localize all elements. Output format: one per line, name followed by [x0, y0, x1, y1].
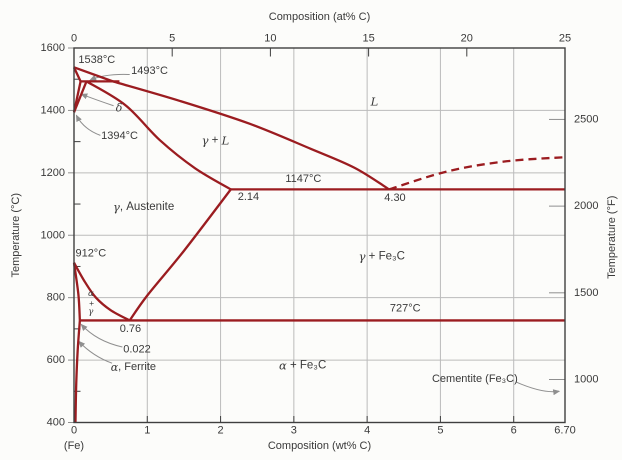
- tick-label-top-5: 5: [169, 33, 175, 45]
- tick-label-bottom-4: 4: [364, 425, 370, 437]
- boundary-solidus-delta: [72, 66, 82, 82]
- tick-label-bottom-1: 1: [144, 425, 150, 437]
- label-4p30: 4.30: [384, 192, 405, 204]
- label-1394c: 1394°C: [101, 130, 138, 142]
- boundary-liquidus-delta: [73, 66, 114, 83]
- label-1493c: 1493°C: [131, 65, 168, 77]
- tick-label-top-25: 25: [559, 33, 571, 45]
- axis-title-left: Temperature (°C): [10, 193, 22, 277]
- region-gamma-plus-l: γ + L: [202, 134, 230, 148]
- tick-label-top-15: 15: [362, 33, 374, 45]
- axis-title-right: Temperature (°F): [606, 196, 618, 279]
- leader-0022: [80, 323, 123, 348]
- tick-label-right-2000: 2000: [574, 200, 598, 212]
- tick-label-left-1400: 1400: [41, 104, 65, 116]
- tick-label-bottom-6.70: 6.70: [554, 425, 575, 437]
- label-1538c: 1538°C: [78, 54, 115, 66]
- region-alpha-fe3c: α + Fe₃C: [279, 358, 326, 372]
- tick-label-top-10: 10: [264, 33, 276, 45]
- axis-title-bottom: Composition (wt% C): [268, 440, 371, 452]
- boundary-solidus-gamma: [85, 80, 232, 191]
- label-727c: 727°C: [390, 302, 421, 314]
- region-alpha-gamma-g: γ: [88, 307, 94, 317]
- label-2p14: 2.14: [238, 191, 259, 203]
- leader-ferrite: [78, 340, 113, 364]
- leader-cementite: [515, 381, 561, 396]
- boundary-a3: [73, 262, 131, 322]
- region-liquid: L: [370, 95, 379, 109]
- label-ferrite: α, Ferrite: [111, 360, 156, 373]
- leader-delta: [80, 93, 114, 107]
- label-cementite: Cementite (Fe₃C): [432, 373, 518, 385]
- boundary-liquidus-gamma: [112, 80, 390, 191]
- leader-1493: [89, 73, 130, 81]
- tick-label-bottom-2: 2: [218, 425, 224, 437]
- tick-label-bottom-6: 6: [511, 425, 517, 437]
- boundary-delta-gamma-right: [72, 80, 88, 113]
- tick-label-bottom-0: 0: [71, 425, 77, 437]
- region-alpha-gamma-a: α: [88, 289, 94, 299]
- tick-label-top-20: 20: [461, 33, 473, 45]
- boundary-acm: [128, 188, 232, 322]
- tick-label-top-0: 0: [71, 33, 77, 45]
- boundary-alpha-gamma: [72, 262, 82, 321]
- leader-1394: [75, 114, 101, 136]
- tick-label-left-1200: 1200: [41, 167, 65, 179]
- tick-label-left-800: 800: [47, 292, 65, 304]
- axis-sublabel-fe: (Fe): [64, 440, 84, 452]
- boundary-alpha-solvus: [74, 320, 82, 423]
- axis-title-top: Composition (at% C): [269, 11, 370, 23]
- region-austenite: γ, Austenite: [113, 200, 174, 214]
- tick-label-bottom-5: 5: [437, 425, 443, 437]
- tick-label-left-600: 600: [47, 354, 65, 366]
- boundary-liquidus-extension: [388, 156, 566, 191]
- tick-label-bottom-3: 3: [291, 425, 297, 437]
- label-912c: 912°C: [75, 248, 106, 260]
- tick-label-right-1500: 1500: [574, 287, 598, 299]
- tick-label-left-400: 400: [47, 417, 65, 429]
- label-0p76: 0.76: [120, 323, 141, 335]
- plot-border: [73, 47, 566, 424]
- label-1147c: 1147°C: [285, 173, 321, 185]
- region-gamma-fe3c: γ + Fe₃C: [359, 249, 405, 263]
- region-alpha-gamma-p: +: [89, 298, 94, 308]
- label-delta: δ: [116, 101, 123, 114]
- label-0p022: 0.022: [123, 343, 151, 355]
- tick-label-right-1000: 1000: [574, 374, 598, 386]
- tick-label-right-2500: 2500: [574, 113, 598, 125]
- tick-label-left-1600: 1600: [41, 42, 65, 54]
- tick-label-left-1000: 1000: [41, 229, 65, 241]
